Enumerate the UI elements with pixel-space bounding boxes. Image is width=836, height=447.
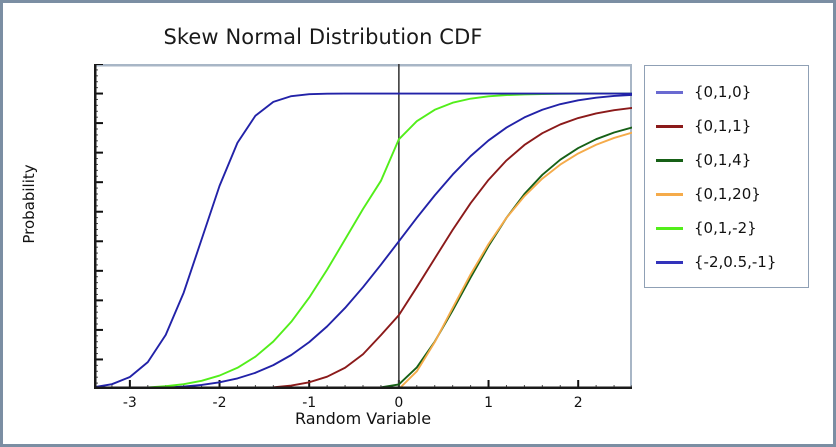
series-line-0 bbox=[94, 93, 632, 389]
legend-item[interactable]: {0,1,-2} bbox=[645, 211, 808, 245]
x-tick-label: 1 bbox=[484, 395, 493, 411]
x-axis-tick-labels: -3 -2 -1 0 1 2 bbox=[3, 395, 833, 417]
x-tick-label: -3 bbox=[122, 395, 137, 411]
legend-line-swatch-icon bbox=[656, 260, 683, 264]
x-axis-title: Random Variable bbox=[294, 409, 432, 428]
legend-item-label: {0,1,4} bbox=[694, 151, 752, 169]
legend-item[interactable]: {-2,0.5,-1} bbox=[645, 245, 808, 279]
legend-line-swatch-icon bbox=[656, 124, 683, 128]
legend-item-label: {0,1,-2} bbox=[694, 219, 757, 237]
page-title: Skew Normal Distribution CDF bbox=[163, 25, 483, 49]
legend-line-swatch-icon bbox=[656, 192, 683, 196]
legend-item[interactable]: {0,1,1} bbox=[645, 109, 808, 143]
legend: {0,1,0} {0,1,1} {0,1,4} {0,1,20} {0,1,-2} {-2… bbox=[644, 65, 809, 288]
x-tick-label: 0 bbox=[394, 395, 404, 411]
x-tick-label: 2 bbox=[573, 395, 583, 411]
legend-item[interactable]: {0,1,20} bbox=[645, 177, 808, 211]
x-tick-label: -1 bbox=[302, 395, 317, 411]
legend-line-swatch-icon bbox=[656, 158, 683, 162]
series-line-5 bbox=[94, 92, 632, 389]
legend-line-swatch-icon bbox=[656, 90, 683, 94]
x-tick-label: -2 bbox=[212, 395, 227, 411]
legend-item[interactable]: {0,1,0} bbox=[645, 75, 808, 109]
legend-item-label: {0,1,20} bbox=[694, 185, 761, 203]
series-line-3 bbox=[94, 131, 632, 389]
legend-item-label: {0,1,1} bbox=[694, 117, 752, 135]
legend-item-label: {0,1,0} bbox=[694, 83, 752, 101]
y-axis-tick-labels: 00.10.20.30.40.50.60.70.80.911.1 bbox=[3, 3, 88, 444]
series-line-2 bbox=[94, 126, 632, 389]
plot-svg bbox=[94, 64, 632, 389]
plot-area bbox=[94, 64, 632, 389]
series-line-4 bbox=[94, 92, 632, 389]
series-line-1 bbox=[94, 106, 632, 389]
legend-item[interactable]: {0,1,4} bbox=[645, 143, 808, 177]
legend-item-label: {-2,0.5,-1} bbox=[694, 253, 777, 271]
legend-line-swatch-icon bbox=[656, 226, 683, 230]
